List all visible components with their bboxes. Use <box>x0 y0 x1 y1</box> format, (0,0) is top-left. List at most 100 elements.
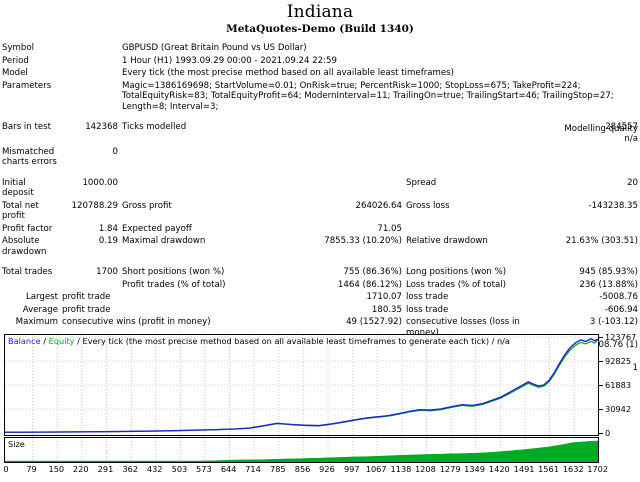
mismatched-row: Mismatched charts errors 0 <box>0 146 640 169</box>
x-axis-tick-label: 856 <box>294 464 311 474</box>
bars-label: Bars in test <box>2 122 51 132</box>
mismatched-pad3 <box>404 146 530 169</box>
quality-value: n/a <box>624 134 638 144</box>
y-axis-tick-label: 123767 <box>605 332 637 342</box>
relative-drawdown-value: 21.63% (303.51) <box>565 236 638 246</box>
initial-deposit-pad2 <box>280 177 404 200</box>
gross-profit-label: Gross profit <box>122 200 172 211</box>
period-row: Period 1 Hour (H1) 1993.09.29 00:00 - 20… <box>0 55 640 68</box>
total-net-profit-value: 120788.29 <box>71 200 118 211</box>
parameters-label: Parameters <box>2 80 52 91</box>
x-axis-tick-label: 1702 <box>587 464 609 474</box>
x-axis-tick-label: 0 <box>3 464 9 474</box>
legend-balance: Balance <box>8 336 41 346</box>
profit-factor-row: Profit factor 1.84 Expected payoff 71.05 <box>0 223 640 236</box>
profit-factor-value: 1.84 <box>98 223 118 234</box>
period-pad <box>60 55 120 68</box>
mismatched-label: Mismatched charts errors <box>2 146 57 168</box>
page-title: Indiana <box>286 2 354 22</box>
x-axis-tick-label: 1067 <box>365 464 387 474</box>
x-axis-tick-label: 1420 <box>488 464 510 474</box>
ticks-value: 284557 <box>605 122 638 132</box>
net-profit-row: Total net profit 120788.29 Gross profit … <box>0 200 640 223</box>
gross-loss-value: -143238.35 <box>588 200 638 211</box>
results-chart: Balance / Equity / Every tick (the most … <box>3 333 636 479</box>
x-axis-tick-label: 291 <box>97 464 114 474</box>
x-axis-tick-label: 785 <box>269 464 286 474</box>
size-panel-title: Size <box>8 439 25 449</box>
y-axis-tick <box>599 337 603 338</box>
x-axis-tick-label: 573 <box>196 464 212 474</box>
profit-factor-label: Profit factor <box>2 223 53 234</box>
mismatched-pad2 <box>280 146 404 169</box>
absolute-drawdown-label: Absolute drawdown <box>2 236 47 257</box>
profit-factor-pad2 <box>530 223 640 236</box>
y-axis-tick-label: 0 <box>605 428 611 438</box>
parameters-value: Magic=1386169698; StartVolume=0.01; OnRi… <box>122 80 614 112</box>
short-positions-value: 755 (86.36%) <box>343 267 402 277</box>
loss-trades-value: 236 (13.88%) <box>579 279 638 290</box>
profit-trades-pad2 <box>60 279 120 292</box>
balance-equity-plot <box>5 335 598 435</box>
x-axis-tick-label: 220 <box>72 464 89 474</box>
drawdown-row: Absolute drawdown 0.19 Maximal drawdown … <box>0 235 640 258</box>
largest-row: Largest profit trade 1710.07 loss trade … <box>0 291 640 304</box>
expected-payoff-label: Expected payoff <box>122 223 192 234</box>
average-loss-trade-value: -606.94 <box>604 304 638 315</box>
legend-description: Every tick (the most precise method base… <box>82 336 510 346</box>
profit-trades-row: Profit trades (% of total) 1464 (86.12%)… <box>0 279 640 292</box>
report-info-table-2: Modelling quality n/a <box>0 123 640 146</box>
maximal-drawdown-value: 7855.33 (10.20%) <box>324 236 402 246</box>
x-axis-tick-label: 362 <box>122 464 139 474</box>
maximal-consecutive-loss-value: -5008.76 (1) <box>584 340 638 350</box>
largest-profit-trade-label: profit trade <box>62 292 111 302</box>
legend-sep-2: / <box>77 336 80 346</box>
bars-row: Bars in test 142368 Ticks modelled 28455… <box>0 121 640 134</box>
max-consecutive-losses-value: 3 (-103.12) <box>589 317 638 327</box>
balance-equity-panel[interactable]: Balance / Equity / Every tick (the most … <box>4 334 599 436</box>
x-axis-tick-label: 432 <box>146 464 163 474</box>
profit-factor-pad <box>404 223 530 236</box>
x-axis-tick-label: 926 <box>319 464 335 474</box>
chart-legend: Balance / Equity / Every tick (the most … <box>8 336 510 346</box>
x-axis-tick-label: 1491 <box>513 464 535 474</box>
x-axis-tick-label: 79 <box>26 464 37 474</box>
spread-value: 20 <box>627 177 638 188</box>
size-panel[interactable]: Size <box>4 437 599 463</box>
avg-consecutive-losses-value: 1 <box>632 363 638 373</box>
x-axis-tick-label: 1208 <box>414 464 436 474</box>
period-label: Period <box>2 55 29 66</box>
report-info-table: Symbol GBPUSD (Great Britain Pound vs US… <box>0 42 640 134</box>
y-axis-tick-label: 61883 <box>605 380 632 390</box>
model-pad <box>60 67 120 80</box>
y-axis-tick-label: 92825 <box>605 356 632 366</box>
mismatched-pad <box>120 146 280 169</box>
average-profit-trade-label: profit trade <box>62 304 111 315</box>
symbol-pad <box>60 42 120 55</box>
total-net-profit-label: Total net profit <box>2 200 39 222</box>
expected-payoff-value: 71.05 <box>377 223 402 234</box>
x-axis-labels: 0 79 150 220 291 362 432 503 573 644 714 785 856 926 9… <box>3 464 608 479</box>
largest-loss-trade-value: -5008.76 <box>599 292 638 302</box>
mismatched-pad4 <box>530 146 640 169</box>
page-subtitle: MetaQuotes-Demo (Build 1340) <box>226 23 414 35</box>
y-axis-tick <box>599 408 603 410</box>
initial-deposit-value: 1000.00 <box>82 177 118 188</box>
average-loss-trade-label: loss trade <box>406 304 449 315</box>
quality-pair: Modelling quality n/a <box>454 123 640 146</box>
spacer <box>0 113 640 121</box>
initial-deposit-pad <box>120 177 280 200</box>
y-axis-tick <box>599 385 603 386</box>
long-positions-value: 945 (85.93%) <box>579 267 638 277</box>
symbol-row: Symbol GBPUSD (Great Britain Pound vs US… <box>0 42 640 55</box>
largest-pad <box>120 291 280 304</box>
model-row: Model Every tick (the most precise metho… <box>0 67 640 80</box>
mismatched-value: 0 <box>112 146 118 157</box>
gross-profit-value: 264026.64 <box>355 200 402 211</box>
y-axis-tick <box>599 433 603 434</box>
maximum-label: Maximum <box>15 317 58 327</box>
y-axis-labels: 0 30942 61883 92825 123767 <box>601 332 640 438</box>
largest-profit-trade-value: 1710.07 <box>366 292 402 302</box>
maximal-drawdown-label: Maximal drawdown <box>122 236 206 246</box>
relative-drawdown-label: Relative drawdown <box>406 236 488 246</box>
